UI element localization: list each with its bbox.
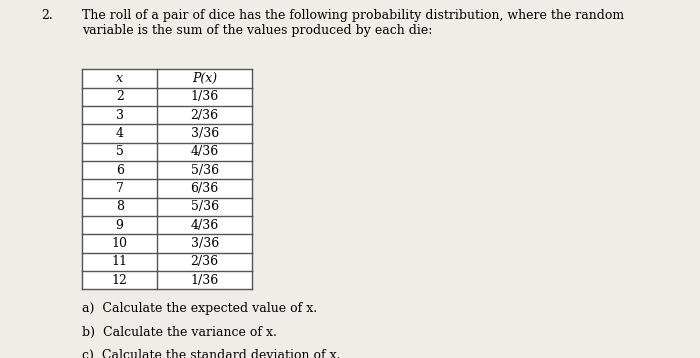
Text: P(x): P(x) [192, 72, 217, 85]
Text: c)  Calculate the standard deviation of x.: c) Calculate the standard deviation of x… [82, 349, 340, 358]
Text: 6: 6 [116, 164, 124, 177]
Text: 9: 9 [116, 219, 124, 232]
Text: 5/36: 5/36 [190, 164, 219, 177]
Text: The roll of a pair of dice has the following probability distribution, where the: The roll of a pair of dice has the follo… [82, 9, 624, 38]
Text: 8: 8 [116, 200, 124, 213]
Text: 5: 5 [116, 145, 124, 158]
Text: 6/36: 6/36 [190, 182, 219, 195]
Text: 2/36: 2/36 [190, 255, 219, 268]
Text: x: x [116, 72, 123, 85]
Text: 2.: 2. [41, 9, 52, 23]
Text: b)  Calculate the variance of x.: b) Calculate the variance of x. [82, 325, 276, 339]
Text: 12: 12 [112, 274, 127, 287]
Text: 2: 2 [116, 91, 124, 103]
Text: 3: 3 [116, 109, 124, 122]
Text: 2/36: 2/36 [190, 109, 219, 122]
Text: 10: 10 [112, 237, 127, 250]
Text: 4/36: 4/36 [190, 219, 219, 232]
Text: 5/36: 5/36 [190, 200, 219, 213]
Text: 4/36: 4/36 [190, 145, 219, 158]
Text: a)  Calculate the expected value of x.: a) Calculate the expected value of x. [82, 302, 317, 315]
Text: 7: 7 [116, 182, 124, 195]
Text: 4: 4 [116, 127, 124, 140]
Text: 3/36: 3/36 [190, 127, 219, 140]
Text: 1/36: 1/36 [190, 91, 219, 103]
Text: 1/36: 1/36 [190, 274, 219, 287]
Text: 11: 11 [112, 255, 127, 268]
Text: 3/36: 3/36 [190, 237, 219, 250]
